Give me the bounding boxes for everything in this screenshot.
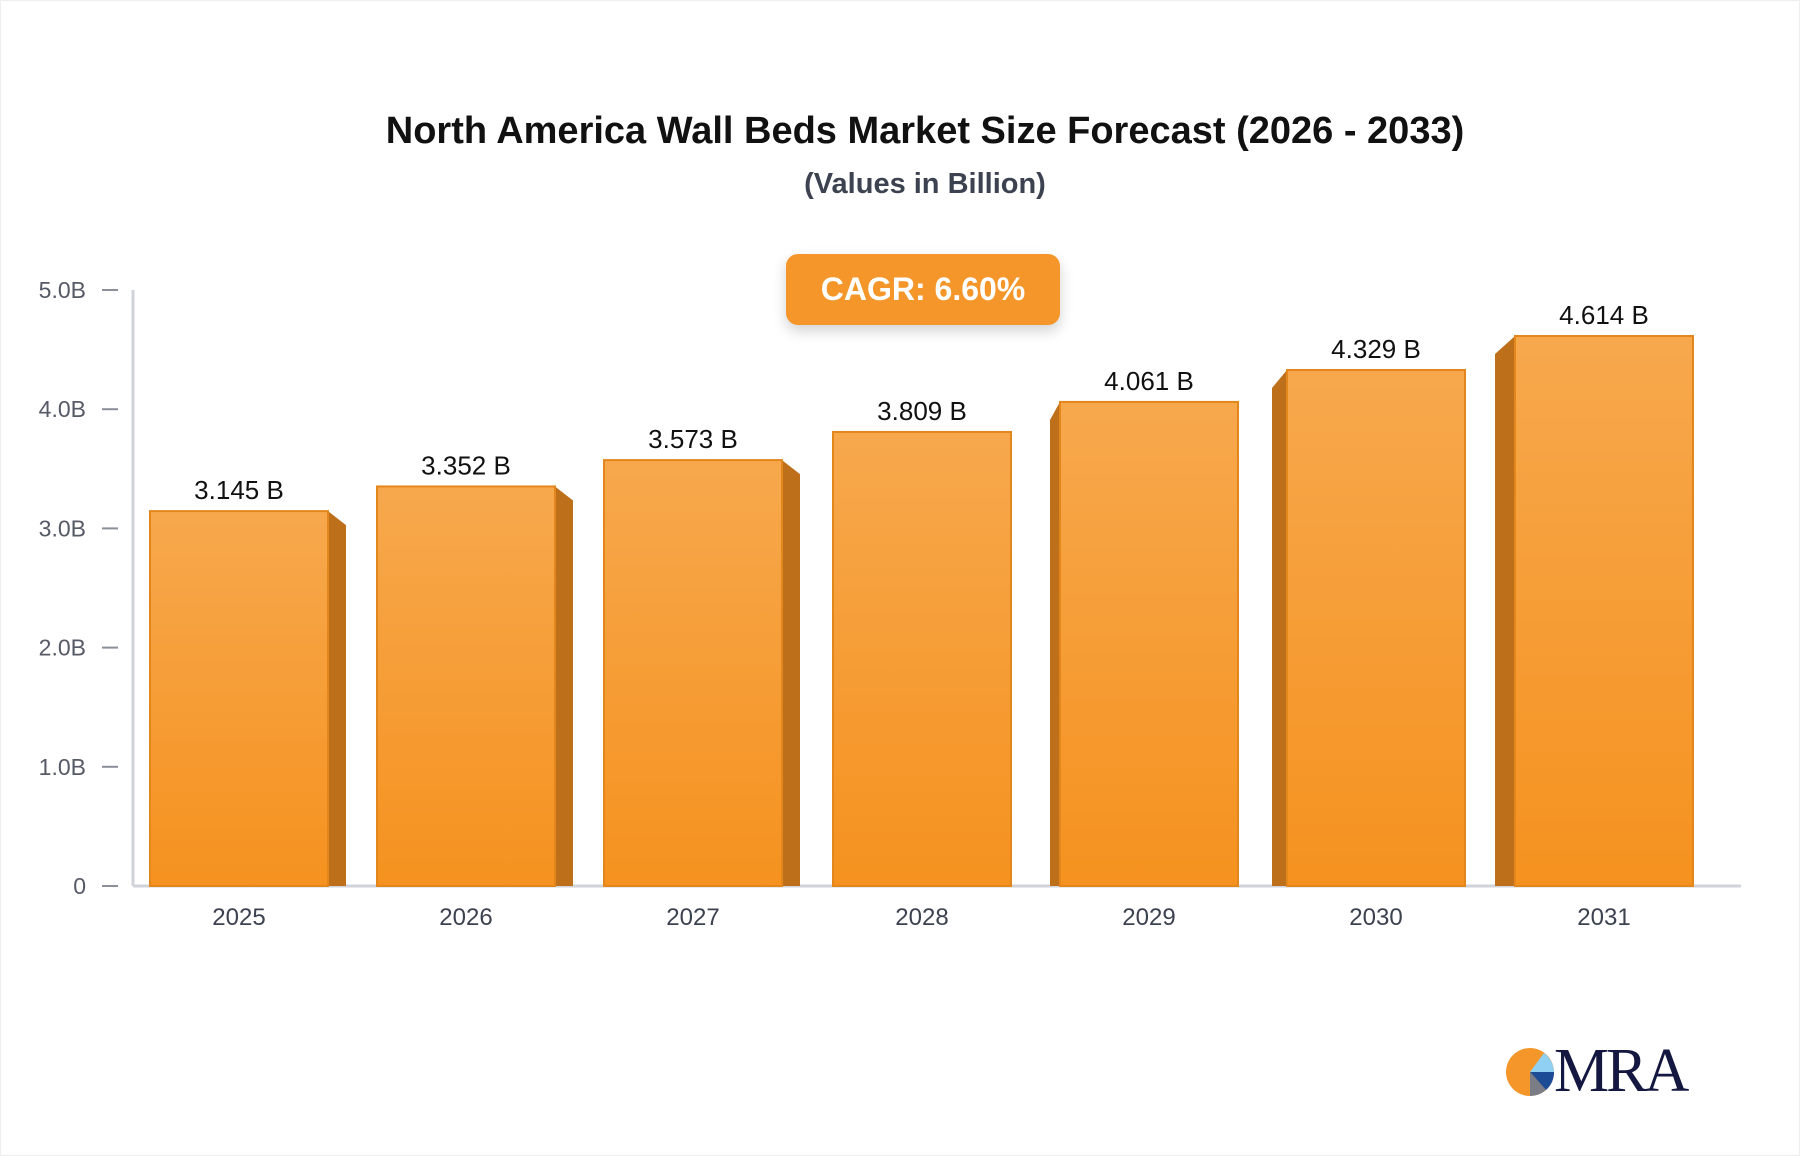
x-tick-label: 2031 <box>1577 904 1630 931</box>
x-tick-label: 2029 <box>1122 904 1175 931</box>
bar-group: 3.352 B 2026 <box>376 450 573 931</box>
bar-side <box>1050 401 1060 886</box>
bar-group: 3.573 B 2027 <box>603 424 800 931</box>
mra-logo: MRA <box>1506 1037 1696 1105</box>
x-tick-label: 2028 <box>895 904 948 931</box>
bar <box>149 510 329 887</box>
bar <box>376 485 556 887</box>
data-label: 3.573 B <box>648 424 738 454</box>
x-tick-label: 2030 <box>1349 904 1402 931</box>
bar-side <box>782 460 800 886</box>
data-label: 3.352 B <box>421 450 511 480</box>
chart-subtitle: (Values in Billion) <box>804 168 1046 200</box>
bar <box>1059 400 1239 887</box>
logo-text: MRA <box>1554 1037 1689 1105</box>
y-tick-label: 5.0B <box>39 277 86 303</box>
y-tick-label: 4.0B <box>39 396 86 422</box>
bar-group: 4.329 B 2030 <box>1272 334 1466 931</box>
bar-group: 3.145 B 2025 <box>149 475 346 931</box>
cagr-badge: CAGR: 6.60% <box>786 254 1060 325</box>
bar-group: 4.614 B 2031 <box>1495 300 1694 931</box>
bar-side <box>1272 369 1287 887</box>
bar <box>1286 368 1466 887</box>
y-tick-label: 0 <box>73 873 86 899</box>
bar-side <box>555 486 573 886</box>
x-tick-label: 2027 <box>666 904 719 931</box>
bar-group: 4.061 B 2029 <box>1050 366 1239 931</box>
data-label: 3.145 B <box>194 475 284 505</box>
data-label: 3.809 B <box>877 396 967 426</box>
bar-side <box>328 511 346 886</box>
x-tick-label: 2026 <box>439 904 492 931</box>
bar <box>832 430 1012 887</box>
y-tick-label: 2.0B <box>39 635 86 661</box>
bar-group: 3.809 B 2028 <box>832 396 1012 931</box>
data-label: 4.061 B <box>1104 366 1194 396</box>
x-tick-label: 2025 <box>212 904 265 931</box>
chart-title: North America Wall Beds Market Size Fore… <box>385 110 1465 152</box>
pie-logo-icon <box>1506 1048 1555 1097</box>
bar-side <box>1495 336 1515 886</box>
y-tick-label: 3.0B <box>39 515 86 541</box>
data-label: 4.614 B <box>1559 300 1649 330</box>
bar <box>1514 335 1694 887</box>
y-tick-label: 1.0B <box>39 754 86 780</box>
data-label: 4.329 B <box>1331 334 1421 364</box>
bar <box>603 459 783 887</box>
